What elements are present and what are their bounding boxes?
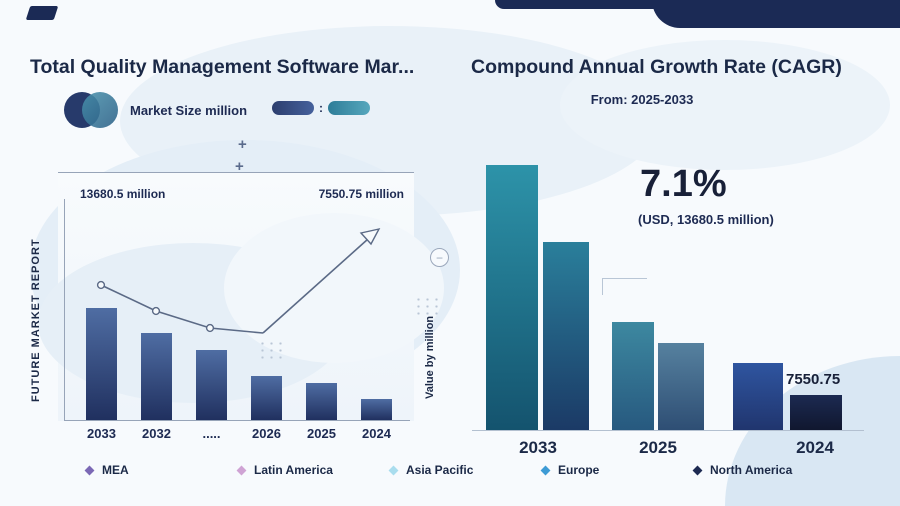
forecast-bar xyxy=(251,376,282,420)
pill-teal xyxy=(328,101,370,115)
top-banner-tail-shape xyxy=(495,0,665,9)
forecast-bar xyxy=(86,308,117,420)
legend-item: Asia Pacific xyxy=(388,463,542,477)
forecast-bars xyxy=(58,308,414,420)
ratio-pills-decoration: : xyxy=(272,101,370,115)
cagr-bar xyxy=(733,363,783,430)
x-axis-label: 2025 xyxy=(639,438,677,457)
start-value-label: 13680.5 million xyxy=(80,187,166,201)
chart-background-blob xyxy=(224,213,444,363)
legend-label: North America xyxy=(710,463,793,477)
x-axis-label: 2024 xyxy=(362,426,391,441)
plus-decoration: + xyxy=(235,158,244,175)
background-blob xyxy=(560,40,890,170)
top-banner-shape xyxy=(652,0,900,28)
left-chart-title: Total Quality Management Software Mar... xyxy=(30,56,415,78)
legend-bullet xyxy=(84,465,95,475)
x-axis-label: 2033 xyxy=(87,426,116,441)
cagr-axis-line xyxy=(472,430,864,431)
cagr-annotation: 7550.75 xyxy=(786,371,841,388)
trend-line xyxy=(96,227,381,334)
cagr-chart xyxy=(470,159,872,431)
y-axis-line xyxy=(64,199,65,421)
cagr-bar xyxy=(486,165,538,430)
market-size-legend-label: Market Size million xyxy=(130,103,248,118)
x-axis-label: 2026 xyxy=(252,426,281,441)
pill-navy xyxy=(272,101,314,115)
forecast-bar xyxy=(196,350,227,420)
legend-label: MEA xyxy=(102,463,129,477)
cagr-period: From: 2025-2033 xyxy=(590,92,694,107)
x-axis-label: ..... xyxy=(202,426,221,441)
x-axis-label: 2024 xyxy=(796,438,834,457)
legend-bullet xyxy=(692,465,703,475)
future-market-report-watermark: FUTURE MARKET REPORT xyxy=(30,238,42,402)
forecast-chart: 13680.5 million 7550.75 million xyxy=(38,172,444,421)
x-axis-line xyxy=(64,420,410,421)
legend-item: MEA xyxy=(84,463,238,477)
bottom-legend: MEA Latin America Asia Pacific Europe North … xyxy=(84,463,793,477)
legend-label: Europe xyxy=(558,463,600,477)
forecast-bar xyxy=(141,333,172,420)
legend-item: Europe xyxy=(540,463,694,477)
x-axis-label: 2025 xyxy=(307,426,336,441)
legend-item: Latin America xyxy=(236,463,390,477)
legend-bullet xyxy=(540,465,551,475)
cagr-value: 7.1% xyxy=(640,163,727,205)
legend-bullet xyxy=(236,465,247,475)
forecast-bar xyxy=(361,399,392,420)
minus-circle-icon: − xyxy=(430,248,449,267)
end-value-label: 7550.75 million xyxy=(318,187,404,201)
step-line-decoration xyxy=(602,278,647,295)
forecast-x-labels: 2033 2032..... 2026 2025 2024 xyxy=(58,426,414,441)
cagr-bar xyxy=(658,343,704,430)
pill-colon: : xyxy=(319,101,323,115)
legend-label: Latin America xyxy=(254,463,333,477)
x-axis-label: 2033 xyxy=(519,438,557,457)
market-size-legend-icon xyxy=(64,92,122,130)
value-by-million-axis-label: Value by million xyxy=(424,315,436,399)
cagr-x-labels: 2033 2025 2024 xyxy=(470,438,872,462)
cagr-bar xyxy=(543,242,589,430)
legend-bullet xyxy=(388,465,399,475)
venn-circle-teal xyxy=(82,92,118,128)
cagr-bar xyxy=(790,395,842,430)
plus-decoration: + xyxy=(238,136,247,153)
dots-decoration xyxy=(258,340,284,359)
cagr-basis: (USD, 13680.5 million) xyxy=(638,212,774,227)
dots-decoration xyxy=(414,296,440,315)
cagr-title: Compound Annual Growth Rate (CAGR) xyxy=(471,56,842,78)
forecast-bar xyxy=(306,383,337,420)
legend-item: North America xyxy=(692,463,793,477)
logo-flag-shape xyxy=(25,6,59,20)
legend-label: Asia Pacific xyxy=(406,463,474,477)
x-axis-label: 2032 xyxy=(142,426,171,441)
minus-glyph: − xyxy=(435,250,443,265)
cagr-bar xyxy=(612,322,654,430)
